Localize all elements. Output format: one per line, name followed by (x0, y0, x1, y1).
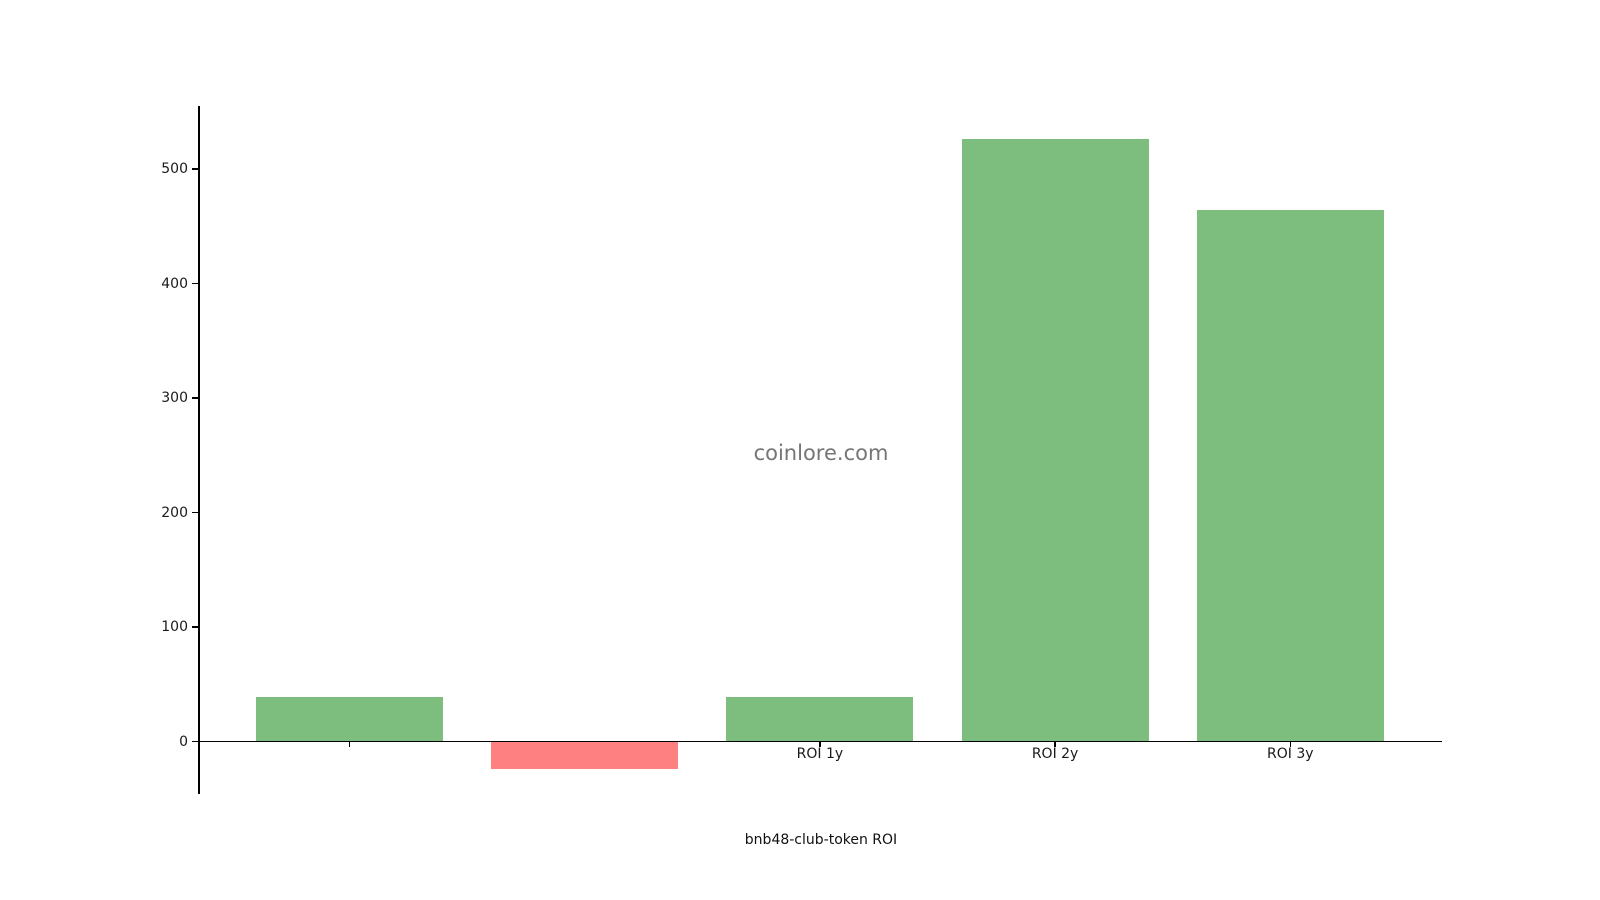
y-tick-label: 500 (161, 161, 188, 177)
x-tick-mark (1289, 741, 1291, 747)
y-tick-label: 300 (161, 390, 188, 406)
y-tick-label: 400 (161, 275, 188, 292)
y-tick-label: 100 (161, 619, 188, 635)
y-axis-spine (198, 106, 200, 794)
y-tick-mark (192, 511, 198, 514)
x-tick-mark (1054, 741, 1056, 747)
x-tick-label: ROI 2y (1031, 746, 1079, 762)
chart-title: bnb48-club-token ROI (744, 832, 898, 848)
y-tick-label: 0 (179, 733, 188, 750)
x-axis-line (198, 740, 1442, 742)
x-tick-label: ROI 1y (796, 746, 844, 762)
y-tick-mark (192, 168, 198, 170)
watermark: coinlore.com (753, 441, 889, 465)
bar-unlabeled-0 (256, 696, 443, 742)
x-tick-mark (348, 741, 351, 747)
x-tick-mark (819, 741, 821, 747)
y-tick-mark (192, 626, 198, 628)
bar-ROI 1y (726, 696, 914, 742)
bar-ROI 3y (1196, 210, 1384, 742)
bar-unlabeled-1 (491, 741, 679, 769)
y-tick-mark (192, 282, 198, 285)
bar-ROI 2y (961, 139, 1149, 742)
y-tick-mark (192, 397, 198, 399)
y-tick-mark (192, 740, 198, 743)
y-tick-label: 200 (161, 504, 188, 521)
x-tick-label: ROI 3y (1267, 746, 1314, 762)
